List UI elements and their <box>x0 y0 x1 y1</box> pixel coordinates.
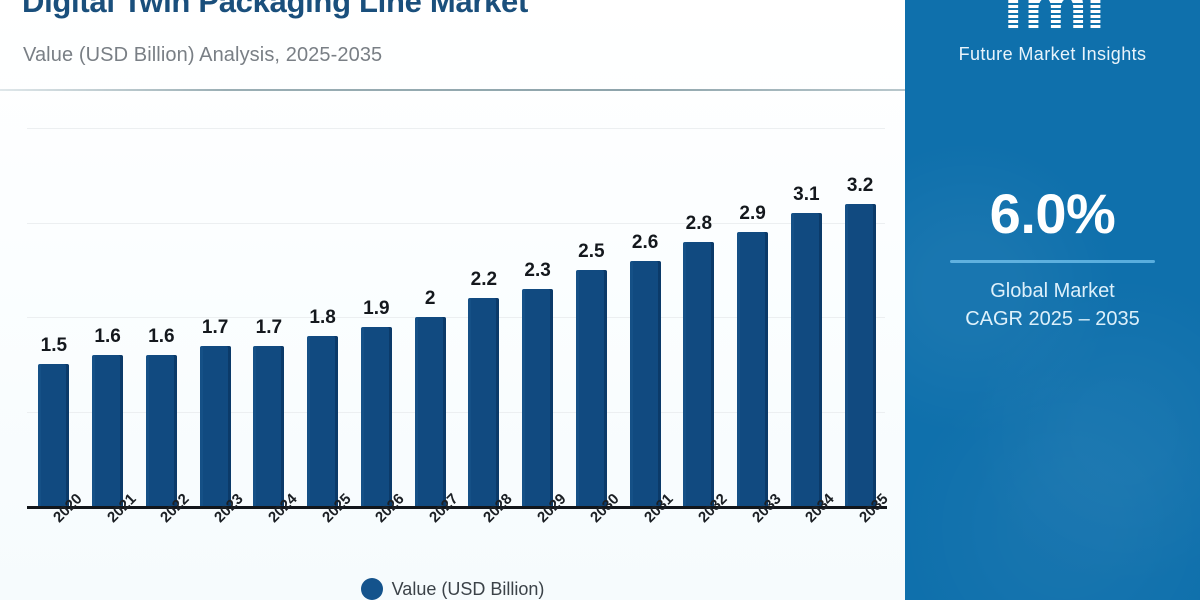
bar-item[interactable]: 2.8 <box>672 97 726 506</box>
cagr-caption: Global Market CAGR 2025 – 2035 <box>905 277 1200 334</box>
brand-panel: fmi Future Market Insights 6.0% Global M… <box>905 0 1200 600</box>
gridline <box>27 222 885 224</box>
bar[interactable] <box>844 203 876 506</box>
bar-value-label: 2.3 <box>524 259 551 281</box>
bar-item[interactable]: 3.2 <box>833 97 887 506</box>
bar-item[interactable]: 1.9 <box>350 97 404 506</box>
bar-value-label: 2.8 <box>685 212 713 234</box>
bar[interactable] <box>253 345 285 506</box>
header-divider <box>0 89 905 91</box>
bar[interactable] <box>737 232 769 506</box>
bar[interactable] <box>199 345 231 506</box>
bar-item[interactable]: 2.9 <box>726 97 780 506</box>
bar-value-label: 2.2 <box>470 269 498 291</box>
bar-value-label: 1.7 <box>255 316 283 338</box>
bar[interactable] <box>145 354 177 506</box>
bar-item[interactable]: 2.6 <box>618 97 672 506</box>
bar[interactable] <box>629 260 661 506</box>
gridline <box>27 317 885 319</box>
bar-item[interactable]: 1.7 <box>242 97 296 506</box>
bar-item[interactable]: 2 <box>403 97 457 506</box>
bar-item[interactable]: 3.1 <box>780 97 834 506</box>
bar-value-label: 2.5 <box>578 240 605 262</box>
x-axis-line <box>27 506 887 509</box>
bar[interactable] <box>790 213 822 506</box>
bar-item[interactable]: 2.2 <box>457 97 511 506</box>
bar-value-label: 1.5 <box>40 335 68 357</box>
bar-item[interactable]: 1.6 <box>135 97 189 506</box>
chart-panel: Digital Twin Packaging Line Market Value… <box>0 0 905 600</box>
bar[interactable] <box>307 336 339 506</box>
bar[interactable] <box>683 241 715 506</box>
bar-value-label: 1.7 <box>201 316 229 338</box>
bar[interactable] <box>468 298 500 506</box>
bar-value-label: 2 <box>424 288 436 310</box>
bar-item[interactable]: 1.7 <box>188 97 242 506</box>
chart-subtitle: Value (USD Billion) Analysis, 2025-2035 <box>23 44 383 66</box>
gridline <box>27 411 885 413</box>
page-title: Digital Twin Packaging Line Market <box>22 0 528 19</box>
cagr-value: 6.0% <box>989 182 1116 245</box>
bar-value-label: 1.9 <box>363 297 390 319</box>
gridline <box>27 128 885 130</box>
bar-item[interactable]: 2.5 <box>565 97 619 506</box>
chart-legend: Value (USD Billion) <box>0 578 905 600</box>
bar-item[interactable]: 1.6 <box>81 97 135 506</box>
bar-value-label: 3.2 <box>846 174 874 196</box>
bar-value-label: 1.8 <box>309 307 336 329</box>
cagr-caption-line1: Global Market <box>990 279 1115 302</box>
bar-item[interactable]: 1.5 <box>27 97 81 506</box>
bar-value-label: 2.6 <box>631 231 659 253</box>
cagr-divider <box>950 259 1155 263</box>
bar-value-label: 1.6 <box>148 325 175 347</box>
bar[interactable] <box>414 317 446 506</box>
cagr-caption-line2: CAGR 2025 – 2035 <box>965 308 1140 331</box>
bar-value-label: 3.1 <box>793 184 820 206</box>
bar[interactable] <box>92 354 124 506</box>
cagr-block: 6.0% Global Market CAGR 2025 – 2035 <box>905 182 1200 334</box>
plot-area: 1.5 1.6 1.6 1.7 1.7 1.8 1.9 2 2.2 2.3 2.5 2.6 2.8 2.9… <box>0 100 905 600</box>
legend-label: Value (USD Billion) <box>391 578 545 599</box>
bar[interactable] <box>38 364 70 506</box>
bar-item[interactable]: 2.3 <box>511 97 565 506</box>
bar-item[interactable]: 1.8 <box>296 97 350 506</box>
chart-header: Digital Twin Packaging Line Market Value… <box>0 0 905 91</box>
bar[interactable] <box>575 269 607 506</box>
bar[interactable] <box>360 326 392 506</box>
legend-marker-icon <box>360 578 383 600</box>
fmi-logo-icon: fmi <box>905 0 1200 42</box>
bar[interactable] <box>522 288 554 506</box>
bar-value-label: 1.6 <box>94 325 121 347</box>
bar-series-group: 1.5 1.6 1.6 1.7 1.7 1.8 1.9 2 2.2 2.3 2.5 2.6 2.8 2.9… <box>27 100 887 509</box>
brand-block: fmi Future Market Insights <box>905 0 1200 65</box>
bar-value-label: 2.9 <box>739 203 766 225</box>
brand-name: Future Market Insights <box>958 44 1147 64</box>
